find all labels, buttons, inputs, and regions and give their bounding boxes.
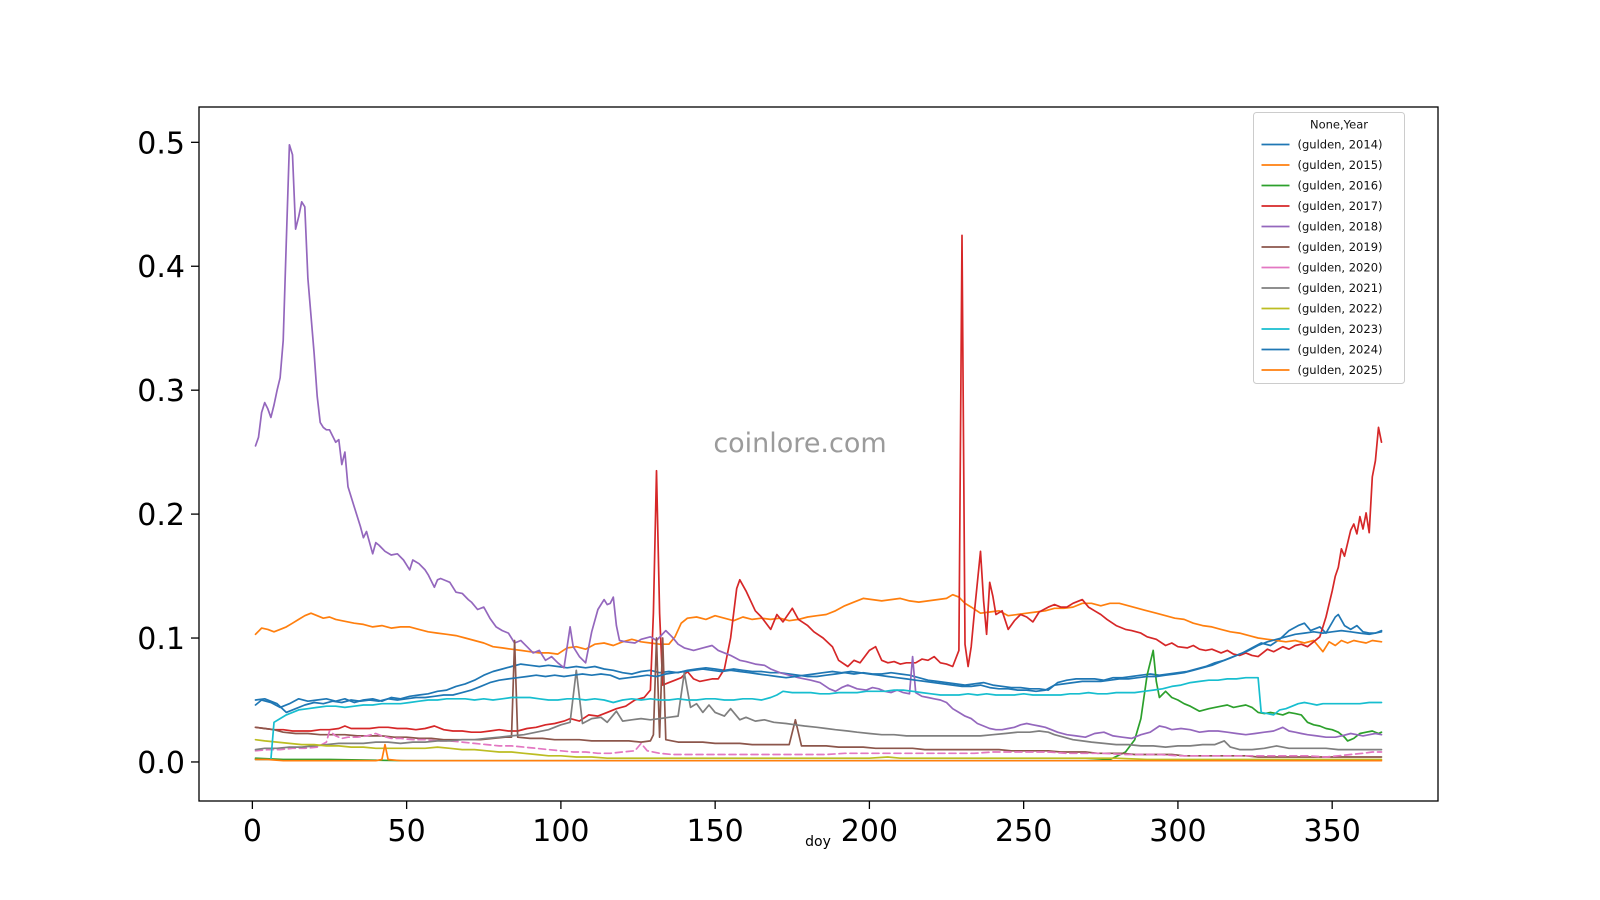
x-tick-label: 350 <box>1304 814 1361 849</box>
y-tick-label: 0.3 <box>137 374 185 409</box>
series-line-2015 <box>254 593 1383 655</box>
legend-label-2025: (gulden, 2025) <box>1298 363 1383 377</box>
legend-label-2017: (gulden, 2017) <box>1298 199 1383 213</box>
y-tick-label: 0.0 <box>137 746 185 781</box>
x-tick-label: 250 <box>995 814 1052 849</box>
series-line-2023 <box>254 676 1383 761</box>
series-line-2018 <box>254 143 1383 740</box>
watermark: coinlore.com <box>713 428 886 459</box>
x-tick-label: 150 <box>687 814 744 849</box>
legend-label-2016: (gulden, 2016) <box>1298 179 1383 193</box>
legend-label-2020: (gulden, 2020) <box>1298 261 1383 275</box>
legend-label-2014: (gulden, 2014) <box>1298 138 1383 152</box>
legend-label-2022: (gulden, 2022) <box>1298 302 1383 316</box>
y-tick-label: 0.5 <box>137 126 185 161</box>
y-tick-label: 0.2 <box>137 498 185 533</box>
legend-label-2019: (gulden, 2019) <box>1298 240 1383 254</box>
x-tick-label: 100 <box>532 814 589 849</box>
series-line-2021 <box>254 669 1383 751</box>
series-line-2022 <box>254 738 1383 761</box>
y-tick-label: 0.1 <box>137 622 185 657</box>
series-line-2024 <box>254 629 1383 714</box>
x-tick-label: 0 <box>243 814 262 849</box>
series-line-2025 <box>254 743 1383 762</box>
series-line-2020 <box>254 730 1383 758</box>
legend-label-2023: (gulden, 2023) <box>1298 322 1383 336</box>
x-tick-label: 300 <box>1149 814 1206 849</box>
plot-border <box>198 106 1439 802</box>
x-tick-label: 200 <box>841 814 898 849</box>
legend-box <box>1253 112 1405 384</box>
legend-title: None,Year <box>1310 118 1368 132</box>
legend-label-2015: (gulden, 2015) <box>1298 158 1383 172</box>
series-line-2019 <box>254 637 1383 758</box>
series-line-2017 <box>254 234 1383 734</box>
y-tick-label: 0.4 <box>137 250 185 285</box>
x-tick-label: 50 <box>388 814 426 849</box>
legend-label-2018: (gulden, 2018) <box>1298 220 1383 234</box>
x-axis-label: doy <box>805 834 831 850</box>
legend-label-2024: (gulden, 2024) <box>1298 343 1383 357</box>
legend-label-2021: (gulden, 2021) <box>1298 281 1383 295</box>
